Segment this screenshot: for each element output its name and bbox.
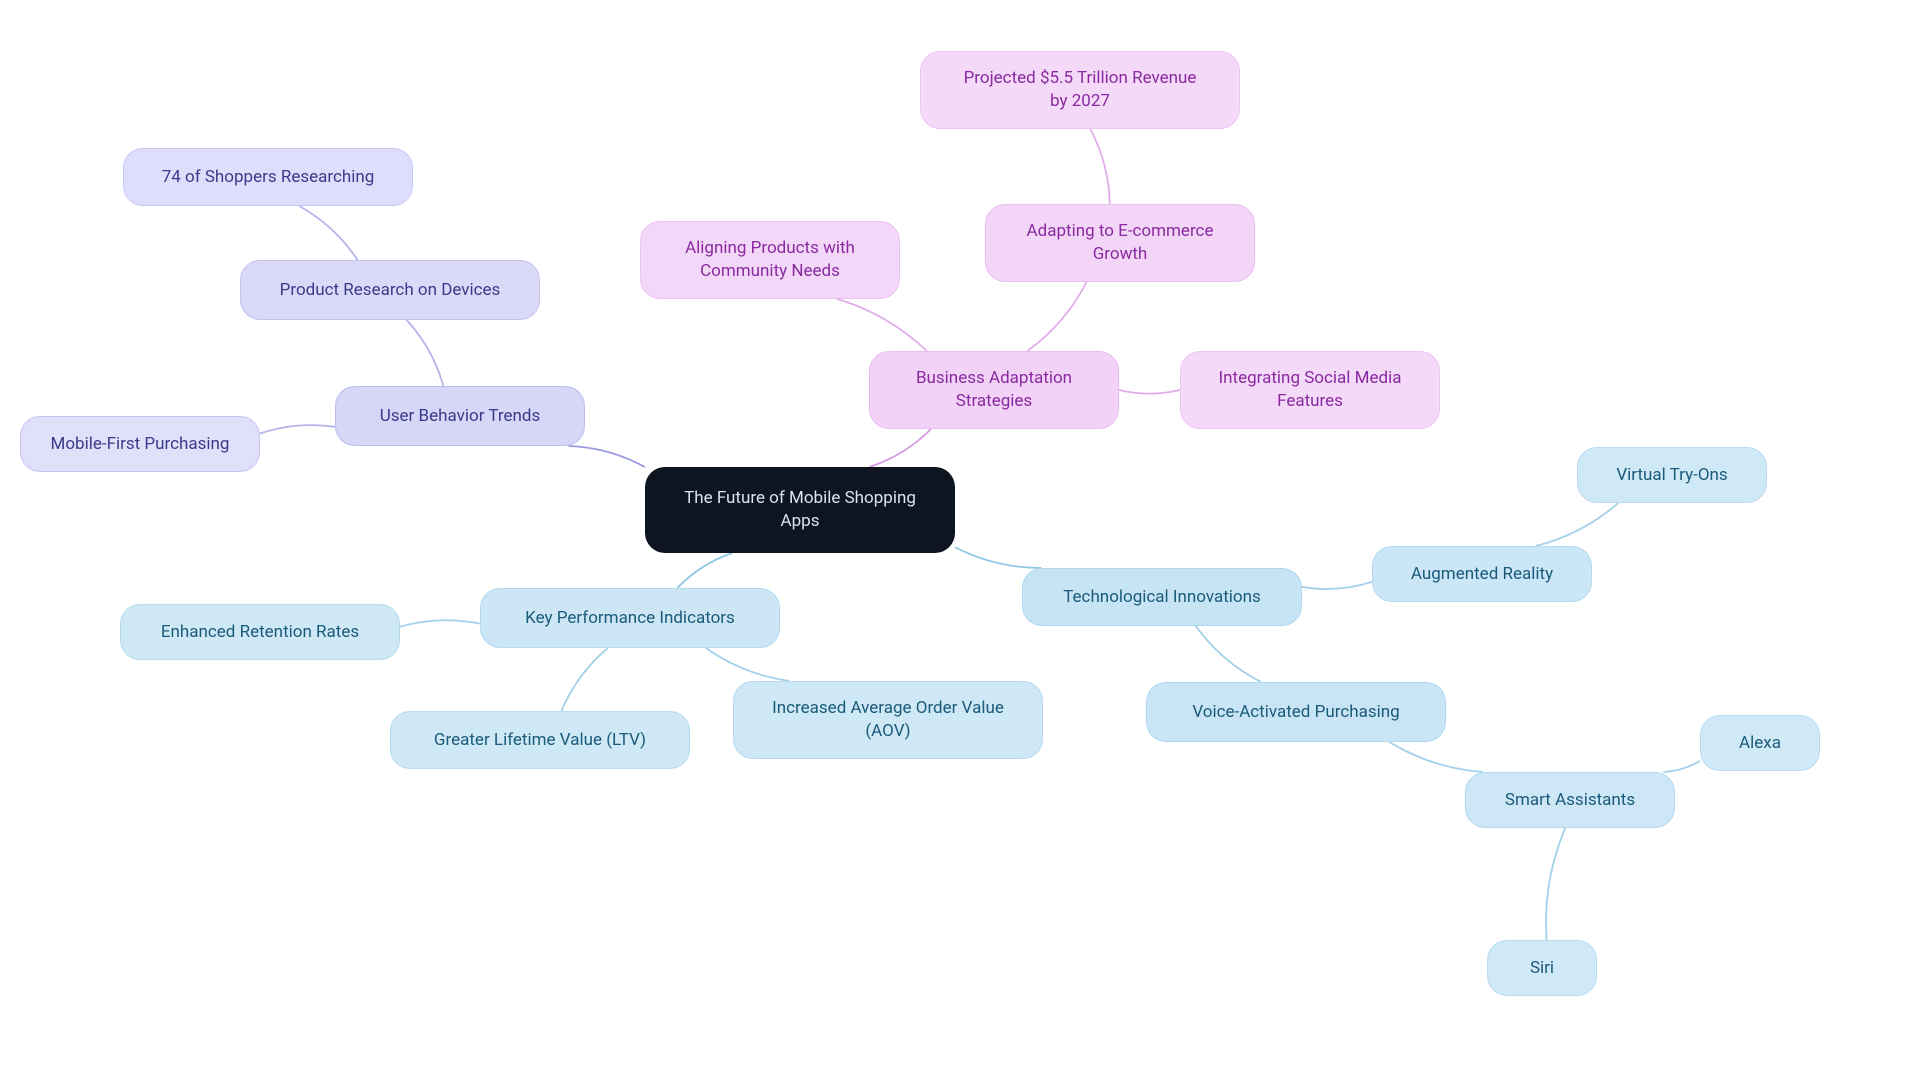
edge xyxy=(1302,582,1372,589)
node-label: Alexa xyxy=(1739,732,1781,755)
node-label: Greater Lifetime Value (LTV) xyxy=(434,729,646,752)
edge xyxy=(1027,282,1086,351)
node-siri: Siri xyxy=(1487,940,1597,996)
node-label: 74 of Shoppers Researching xyxy=(162,166,375,189)
edge xyxy=(400,620,480,626)
node-alexa: Alexa xyxy=(1700,715,1820,771)
node-label: Enhanced Retention Rates xyxy=(161,621,359,644)
edge xyxy=(1119,390,1180,394)
node-ubt: User Behavior Trends xyxy=(335,386,585,446)
node-ismf: Integrating Social Media Features xyxy=(1180,351,1440,429)
node-label: Increased Average Order Value (AOV) xyxy=(772,697,1004,743)
node-label: Adapting to E-commerce Growth xyxy=(1027,220,1214,266)
node-label: Integrating Social Media Features xyxy=(1219,367,1402,413)
edge xyxy=(1536,503,1619,546)
node-label: The Future of Mobile Shopping Apps xyxy=(684,487,916,533)
node-label: Mobile-First Purchasing xyxy=(51,433,230,456)
node-sa: Smart Assistants xyxy=(1465,772,1675,828)
node-label: User Behavior Trends xyxy=(380,405,540,428)
node-vto: Virtual Try-Ons xyxy=(1577,447,1767,503)
edge xyxy=(955,547,1041,568)
node-p74: 74 of Shoppers Researching xyxy=(123,148,413,206)
node-mfp: Mobile-First Purchasing xyxy=(20,416,260,472)
node-ar: Augmented Reality xyxy=(1372,546,1592,602)
edge xyxy=(677,553,732,588)
node-label: Siri xyxy=(1530,957,1554,980)
node-label: Business Adaptation Strategies xyxy=(916,367,1072,413)
node-label: Key Performance Indicators xyxy=(525,607,735,630)
edge xyxy=(299,206,357,260)
edge xyxy=(1196,626,1261,682)
edge xyxy=(1663,761,1700,772)
edge xyxy=(1389,742,1482,772)
node-label: Virtual Try-Ons xyxy=(1616,464,1727,487)
node-bas: Business Adaptation Strategies xyxy=(869,351,1119,429)
edge xyxy=(706,648,789,681)
node-root: The Future of Mobile Shopping Apps xyxy=(645,467,955,553)
node-prd: Product Research on Devices xyxy=(240,260,540,320)
node-apcn: Aligning Products with Community Needs xyxy=(640,221,900,299)
edge xyxy=(870,429,931,467)
node-err: Enhanced Retention Rates xyxy=(120,604,400,660)
node-label: Voice-Activated Purchasing xyxy=(1192,701,1399,724)
node-vap: Voice-Activated Purchasing xyxy=(1146,682,1446,742)
edge xyxy=(407,320,444,386)
node-aeg: Adapting to E-commerce Growth xyxy=(985,204,1255,282)
edge xyxy=(561,648,607,711)
node-label: Aligning Products with Community Needs xyxy=(685,237,855,283)
node-label: Augmented Reality xyxy=(1411,563,1553,586)
node-label: Product Research on Devices xyxy=(280,279,501,302)
node-label: Technological Innovations xyxy=(1063,586,1261,609)
edge xyxy=(1546,828,1565,940)
node-rev: Projected $5.5 Trillion Revenue by 2027 xyxy=(920,51,1240,129)
edge xyxy=(569,446,645,467)
edge xyxy=(1090,129,1110,204)
edge xyxy=(837,299,927,351)
node-label: Smart Assistants xyxy=(1505,789,1635,812)
node-kpi: Key Performance Indicators xyxy=(480,588,780,648)
node-aov: Increased Average Order Value (AOV) xyxy=(733,681,1043,759)
node-ti: Technological Innovations xyxy=(1022,568,1302,626)
node-label: Projected $5.5 Trillion Revenue by 2027 xyxy=(964,67,1197,113)
mindmap-canvas: The Future of Mobile Shopping Apps User B… xyxy=(0,0,1920,1083)
node-ltv: Greater Lifetime Value (LTV) xyxy=(390,711,690,769)
edge xyxy=(260,425,335,433)
